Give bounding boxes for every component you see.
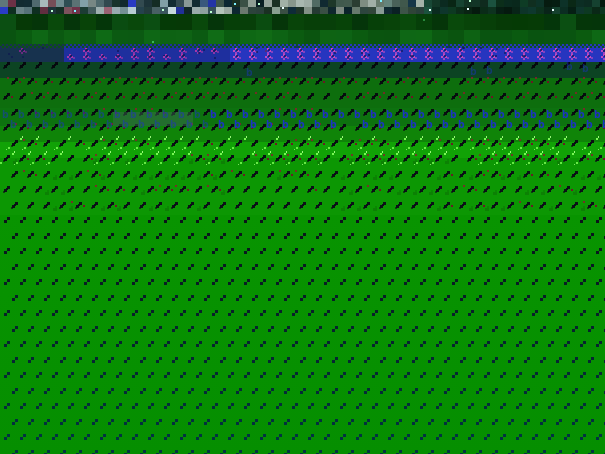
glitched-screenshot xyxy=(0,0,605,454)
glitch-canvas xyxy=(0,0,605,454)
